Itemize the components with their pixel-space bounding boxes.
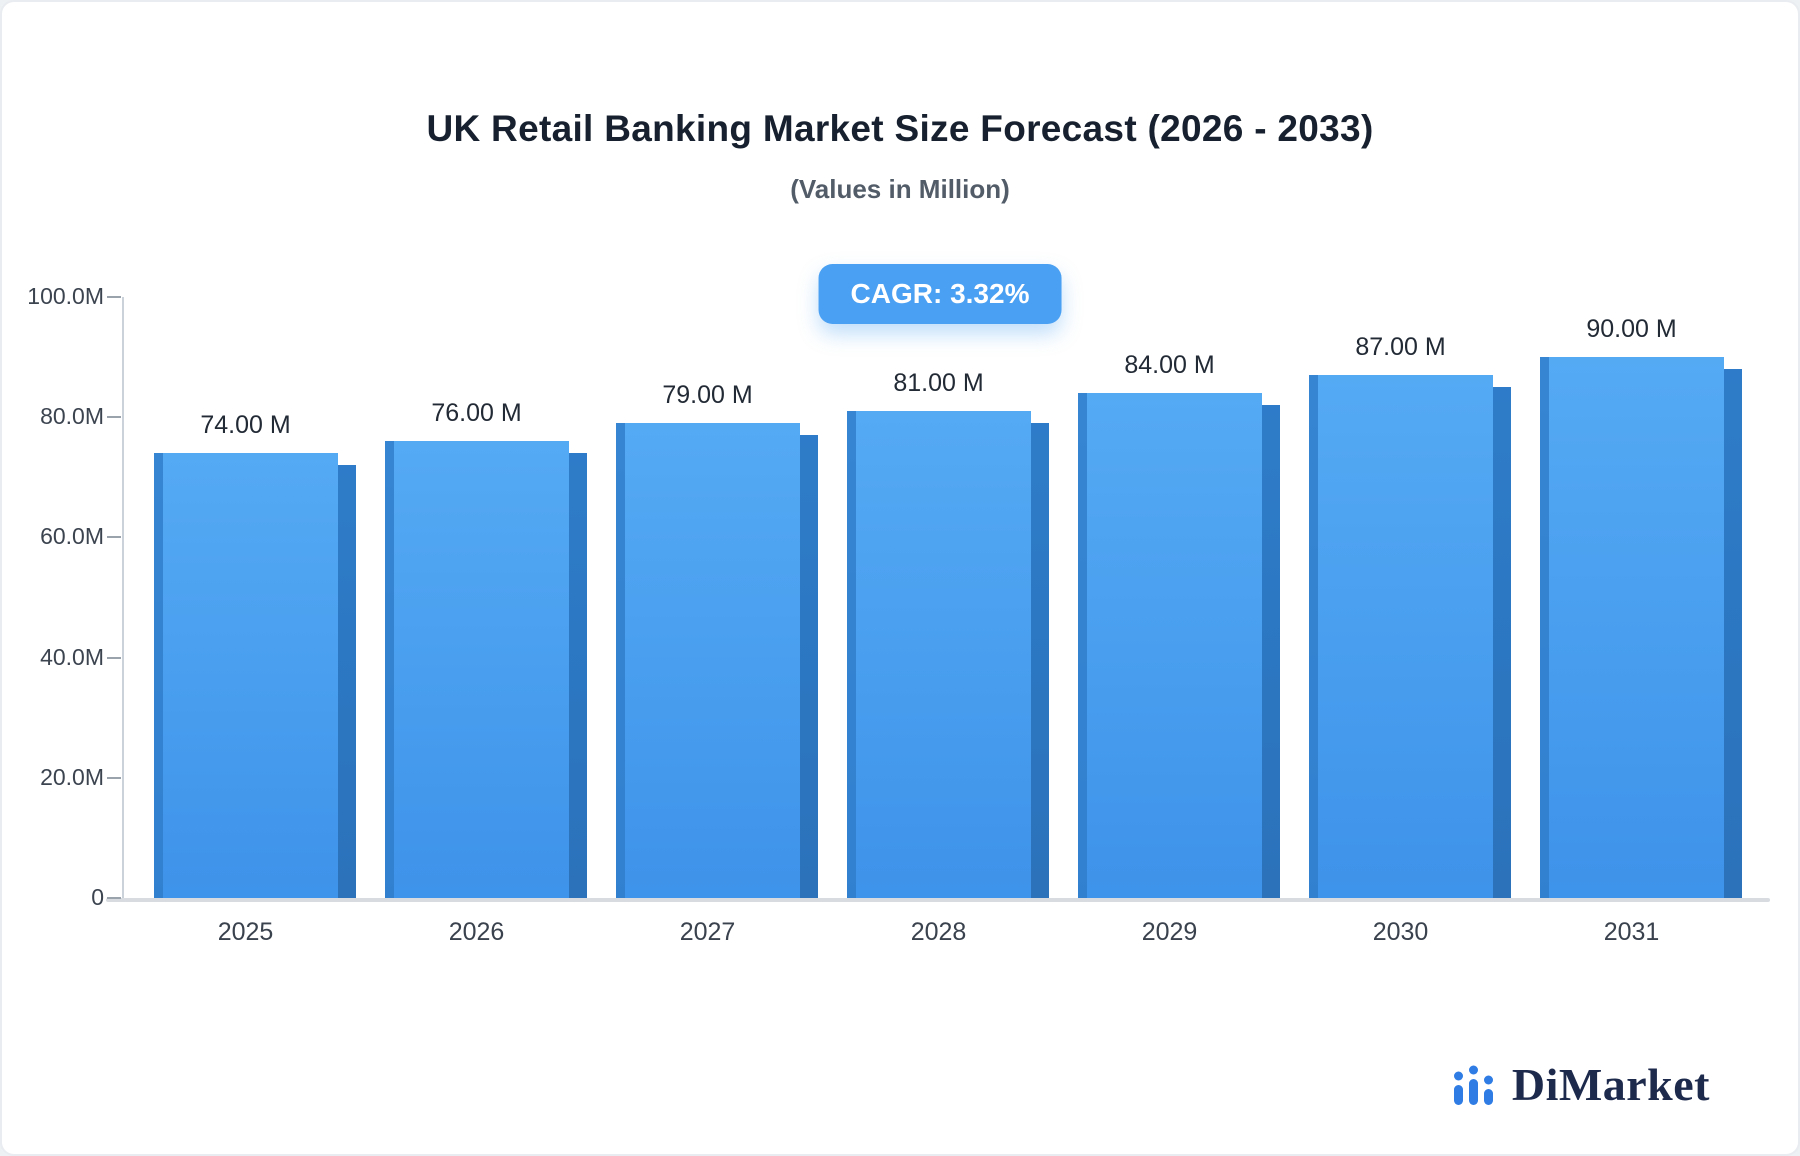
bar-2029 <box>1078 393 1262 898</box>
x-axis-line <box>106 898 1770 902</box>
bar-2031 <box>1540 357 1724 898</box>
y-axis-tick-label: 80.0M <box>40 403 104 430</box>
x-axis-label-2030: 2030 <box>1372 918 1429 946</box>
y-axis-tick-mark <box>107 536 121 539</box>
bar-value-label-2028: 81.00 M <box>893 369 984 397</box>
y-axis-tick-label: 0 <box>91 884 104 910</box>
y-axis-tick-mark <box>107 416 121 419</box>
bar-side-face-2030 <box>1491 387 1511 898</box>
bar-2028 <box>847 411 1031 898</box>
chart-subtitle: (Values in Million) <box>790 174 1010 204</box>
chart-title: UK Retail Banking Market Size Forecast (… <box>426 108 1374 149</box>
bar-chart-logo-icon <box>1453 1065 1493 1105</box>
bar-2030 <box>1309 375 1493 898</box>
bar-2026 <box>385 441 569 898</box>
x-axis-label-2031: 2031 <box>1603 918 1660 946</box>
x-axis-label-2027: 2027 <box>679 918 736 946</box>
y-axis-tick-mark <box>107 296 121 298</box>
y-axis-tick-mark <box>107 897 121 899</box>
x-axis-label-2028: 2028 <box>910 918 967 946</box>
y-axis-tick-label: 100.0M <box>27 283 104 309</box>
y-axis-tick-label: 40.0M <box>40 643 104 670</box>
y-axis-tick-label: 60.0M <box>40 523 104 550</box>
bar-value-label-2031: 90.00 M <box>1586 315 1677 343</box>
y-axis-tick-mark <box>107 776 121 779</box>
bar-value-label-2030: 87.00 M <box>1355 333 1446 361</box>
y-axis-tick-mark <box>107 656 121 659</box>
x-axis-label-2029: 2029 <box>1141 918 1198 946</box>
bar-value-label-2025: 74.00 M <box>200 411 291 439</box>
y-axis-tick-label: 20.0M <box>40 763 104 790</box>
dimarket-logo-text: DiMarket <box>1511 1059 1710 1110</box>
x-axis-label-2025: 2025 <box>217 918 274 946</box>
y-axis-line <box>122 297 124 900</box>
bar-side-face-2025 <box>336 465 356 898</box>
bar-side-face-2031 <box>1722 369 1742 898</box>
bar-value-label-2029: 84.00 M <box>1124 351 1215 379</box>
bar-side-face-2029 <box>1260 405 1280 898</box>
bar-side-face-2028 <box>1029 423 1049 898</box>
bar-2025 <box>154 453 338 898</box>
bar-2027 <box>616 423 800 898</box>
bar-value-label-2027: 79.00 M <box>662 381 753 409</box>
dimarket-logo: DiMarket <box>1448 1058 1710 1111</box>
x-axis-label-2026: 2026 <box>448 918 505 946</box>
cagr-badge: CAGR: 3.32% <box>818 264 1062 324</box>
bar-value-label-2026: 76.00 M <box>431 399 522 427</box>
bar-side-face-2027 <box>798 435 818 898</box>
bar-side-face-2026 <box>567 453 587 898</box>
